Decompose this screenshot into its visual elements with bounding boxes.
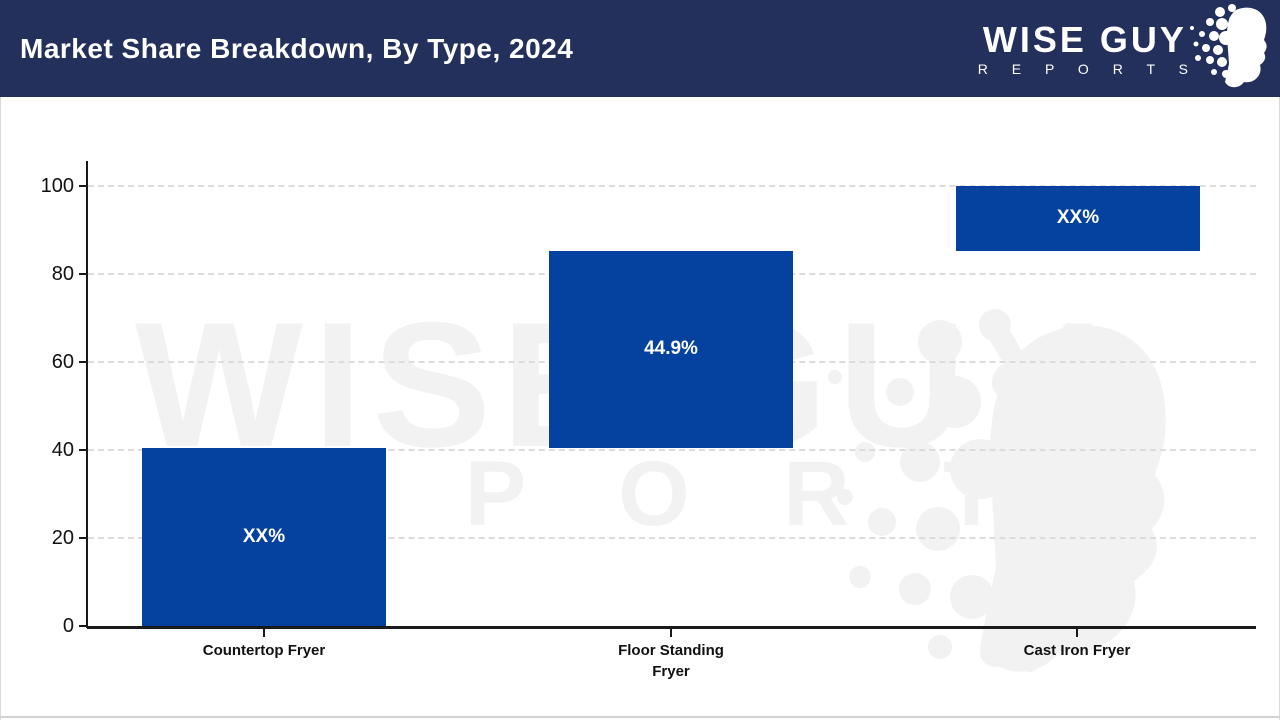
page-title: Market Share Breakdown, By Type, 2024 xyxy=(20,32,574,64)
y-tick-label-40: 40 xyxy=(51,439,74,461)
x-axis-line xyxy=(87,626,1256,629)
gridline-100 xyxy=(88,185,1256,187)
gridline-40 xyxy=(88,449,1256,451)
watermark-dotted-face xyxy=(790,207,1190,692)
y-tick-mark-80 xyxy=(79,273,87,275)
x-tick-label-cast-iron-fryer: Cast Iron Fryer xyxy=(1023,642,1131,659)
gridline-20 xyxy=(88,537,1256,539)
y-tick-label-20: 20 xyxy=(51,527,74,549)
chart-area: WISE GUY R E P O R T S 0 20 40 60 80 10 xyxy=(0,97,1280,720)
y-tick-label-100: 100 xyxy=(40,175,74,197)
x-tick-label-countertop-fryer: Countertop Fryer xyxy=(202,642,326,659)
bar-countertop-fryer: XX% xyxy=(142,448,386,626)
wise-guy-reports-logo: WISE GUY R E P O R T S xyxy=(972,2,1280,95)
x-tick-mark-1 xyxy=(670,629,672,637)
bar-cast-iron-fryer: XX% xyxy=(956,186,1200,251)
y-tick-mark-60 xyxy=(79,361,87,363)
y-axis-line xyxy=(86,161,88,628)
y-tick-mark-20 xyxy=(79,537,87,539)
y-tick-mark-0 xyxy=(79,625,87,627)
logo-wordmark: WISE GUY xyxy=(982,18,1187,60)
bar-value-label: XX% xyxy=(1056,207,1100,229)
dotted-face-logo-icon xyxy=(1184,2,1270,95)
bar-value-label: XX% xyxy=(242,526,286,548)
y-tick-label-80: 80 xyxy=(51,263,74,285)
header-bar: Market Share Breakdown, By Type, 2024 WI… xyxy=(0,0,1280,97)
y-tick-mark-100 xyxy=(79,185,87,187)
y-tick-mark-40 xyxy=(79,449,87,451)
x-tick-label-floor-standing-fryer: Floor Standing Fryer xyxy=(618,642,724,680)
logo-subtitle: R E P O R T S xyxy=(977,60,1198,77)
x-tick-mark-2 xyxy=(1076,629,1078,637)
x-tick-mark-0 xyxy=(263,629,265,637)
y-tick-label-60: 60 xyxy=(51,351,74,373)
page-border-left xyxy=(0,97,1,720)
page-border-bottom xyxy=(0,716,1280,718)
y-tick-label-0: 0 xyxy=(62,615,74,637)
bar-value-label: 44.9% xyxy=(644,338,698,360)
logo-text: WISE GUY R E P O R T S xyxy=(972,18,1198,77)
bar-floor-standing-fryer: 44.9% xyxy=(549,250,793,449)
